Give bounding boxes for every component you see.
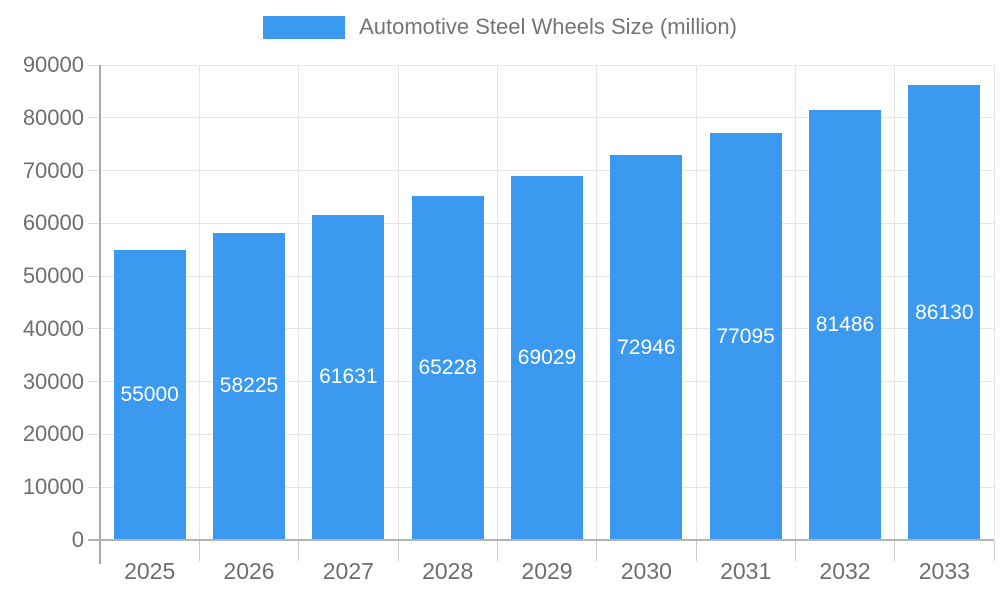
- bar: [908, 85, 981, 540]
- x-tick: [695, 541, 697, 561]
- y-tick-label: 10000: [22, 474, 84, 500]
- y-axis-line: [99, 65, 101, 564]
- x-tick-label: 2027: [322, 558, 374, 584]
- x-gridline: [794, 65, 796, 540]
- y-tick-label: 70000: [22, 157, 84, 183]
- legend-swatch: [263, 15, 346, 39]
- y-tick-label: 0: [71, 527, 84, 552]
- y-tick: [88, 433, 100, 435]
- y-tick: [88, 117, 100, 119]
- x-gridline: [695, 65, 697, 540]
- y-tick: [88, 275, 100, 277]
- bar-value-label: 69029: [517, 345, 577, 369]
- bar-value-label: 81486: [815, 312, 875, 336]
- x-tick: [397, 541, 399, 561]
- x-gridline: [198, 65, 200, 540]
- x-tick-label: 2028: [422, 558, 474, 584]
- x-tick-label: 2030: [620, 558, 672, 584]
- y-gridline: [100, 117, 994, 119]
- y-tick-label: 20000: [22, 421, 84, 447]
- y-tick: [88, 64, 100, 66]
- y-tick-label: 80000: [22, 104, 84, 130]
- bar: [709, 133, 782, 540]
- x-tick-label: 2026: [223, 558, 275, 584]
- bar-value-label: 77095: [716, 324, 775, 348]
- bar: [213, 232, 285, 540]
- bar: [411, 195, 484, 540]
- y-tick-label: 50000: [22, 263, 84, 289]
- x-gridline: [894, 65, 896, 540]
- bar: [610, 155, 683, 540]
- bar: [113, 249, 186, 540]
- bar: [511, 175, 583, 540]
- x-tick: [596, 541, 598, 561]
- bar-value-label: 58225: [219, 374, 279, 398]
- y-tick-label: 30000: [22, 368, 84, 394]
- y-gridline: [100, 170, 994, 172]
- bar: [312, 214, 385, 540]
- x-tick: [496, 541, 498, 561]
- x-gridline: [496, 65, 498, 540]
- y-tick-label: 90000: [22, 52, 84, 77]
- bar: [809, 109, 881, 540]
- x-tick-label: 2025: [124, 558, 176, 584]
- y-tick: [88, 381, 100, 383]
- x-tick: [198, 541, 200, 561]
- x-axis-line: [88, 539, 994, 541]
- x-gridline: [993, 65, 995, 540]
- bar-value-label: 61631: [319, 365, 378, 389]
- bar-value-label: 86130: [915, 300, 974, 324]
- y-gridline: [100, 64, 994, 66]
- x-tick: [794, 541, 796, 561]
- bar-value-label: 72946: [617, 335, 676, 359]
- y-tick-label: 40000: [22, 315, 84, 341]
- x-tick: [993, 541, 995, 561]
- bar-value-label: 65228: [418, 355, 477, 379]
- x-gridline: [596, 65, 598, 540]
- legend: Automotive Steel Wheels Size (million): [0, 14, 1000, 40]
- y-tick: [88, 328, 100, 330]
- x-tick-label: 2033: [918, 558, 970, 584]
- y-tick: [88, 486, 100, 488]
- bar-value-label: 55000: [120, 382, 179, 406]
- x-gridline: [298, 65, 300, 540]
- y-tick-label: 60000: [22, 210, 84, 236]
- x-gridline: [397, 65, 399, 540]
- x-tick-label: 2032: [819, 558, 871, 584]
- x-tick-label: 2029: [521, 558, 573, 584]
- y-tick: [88, 170, 100, 172]
- x-tick: [894, 541, 896, 561]
- x-tick: [298, 541, 300, 561]
- x-tick-label: 2031: [720, 558, 772, 584]
- legend-item[interactable]: Automotive Steel Wheels Size (million): [263, 14, 737, 40]
- y-tick: [88, 222, 100, 224]
- legend-label: Automotive Steel Wheels Size (million): [359, 14, 737, 39]
